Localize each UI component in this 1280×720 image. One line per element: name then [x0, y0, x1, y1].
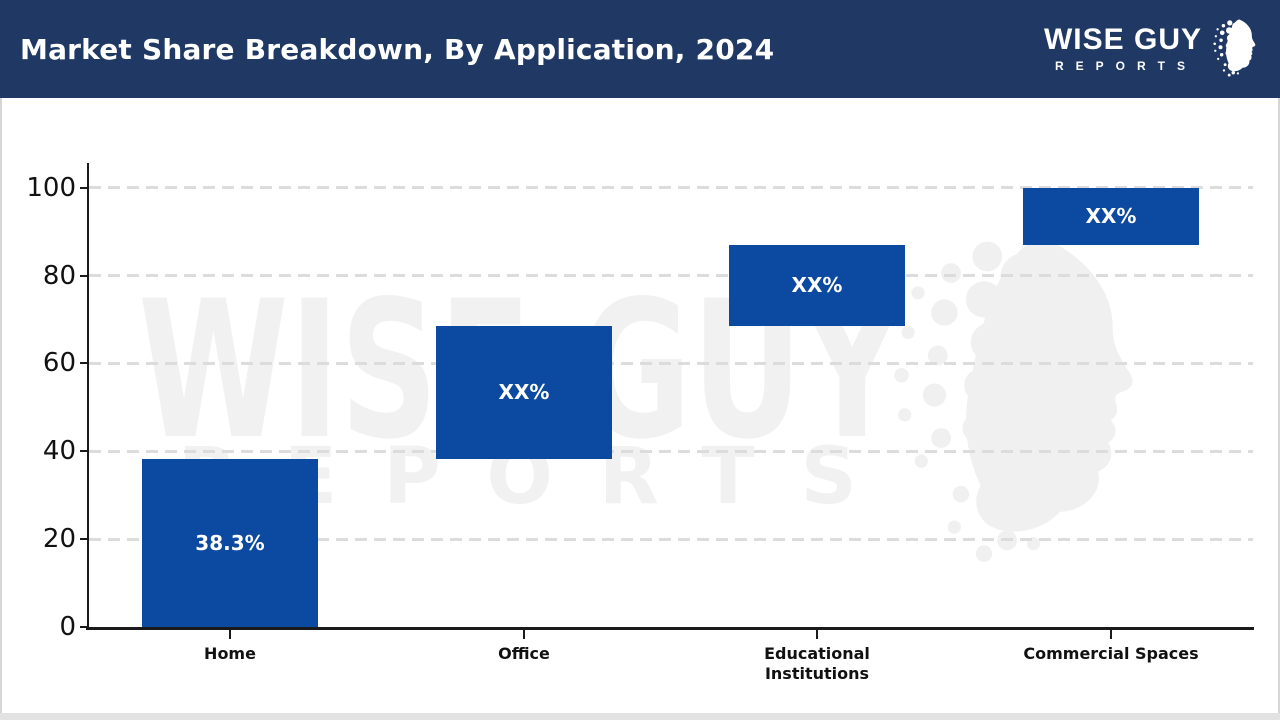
- x-axis-tick: [229, 630, 231, 639]
- y-axis-tick: [80, 362, 89, 365]
- y-axis-tick-label: 0: [59, 612, 76, 642]
- logo-wordmark-block: WISE GUY REPORTS: [1043, 23, 1202, 74]
- footer-strip: [0, 713, 1280, 720]
- y-axis-tick-label: 60: [42, 348, 76, 379]
- y-axis-line: [87, 163, 89, 630]
- logo-wordmark: WISE GUY: [1043, 23, 1202, 56]
- header-bar: Market Share Breakdown, By Application, …: [0, 0, 1280, 98]
- gridline: [89, 537, 1253, 541]
- bar: [1023, 187, 1199, 245]
- dotted-head-logo-icon: [1213, 19, 1256, 77]
- y-axis-tick-label: 40: [42, 436, 76, 467]
- chart-title: Market Share Breakdown, By Application, …: [20, 32, 775, 66]
- x-axis-tick-label: Educational Institutions: [764, 644, 870, 683]
- y-axis-tick: [80, 186, 89, 189]
- x-axis-tick: [1110, 630, 1112, 639]
- x-axis-tick-label: Office: [498, 644, 550, 663]
- x-axis-tick-label: Home: [204, 644, 256, 663]
- y-axis-tick: [80, 274, 89, 277]
- y-axis-tick-label: 80: [42, 260, 76, 291]
- logo-sub-wordmark: REPORTS: [1054, 59, 1197, 73]
- x-axis-line: [86, 627, 1254, 630]
- bar-value-label: XX%: [498, 380, 550, 405]
- bar-value-label: 38.3%: [195, 530, 265, 555]
- gridline: [89, 186, 1253, 190]
- page-border-left: [0, 98, 2, 720]
- bar: [142, 458, 318, 627]
- bar: [729, 244, 905, 327]
- bar: [436, 326, 612, 459]
- gridline: [89, 361, 1253, 365]
- y-axis-tick: [80, 450, 89, 453]
- x-axis-tick: [523, 630, 525, 639]
- page-border-right: [1278, 98, 1280, 720]
- gridline: [89, 274, 1253, 278]
- y-axis-tick: [80, 538, 89, 541]
- y-axis-tick: [80, 626, 89, 628]
- y-axis-tick-label: 100: [26, 172, 76, 203]
- y-axis-tick-label: 20: [42, 524, 76, 555]
- x-axis-tick: [816, 630, 818, 639]
- bar-value-label: XX%: [791, 273, 843, 298]
- bar-value-label: XX%: [1085, 204, 1137, 229]
- gridline: [89, 449, 1253, 453]
- wise-guy-logo: WISE GUY REPORTS: [1044, 10, 1264, 88]
- x-axis-tick-label: Commercial Spaces: [1023, 644, 1199, 663]
